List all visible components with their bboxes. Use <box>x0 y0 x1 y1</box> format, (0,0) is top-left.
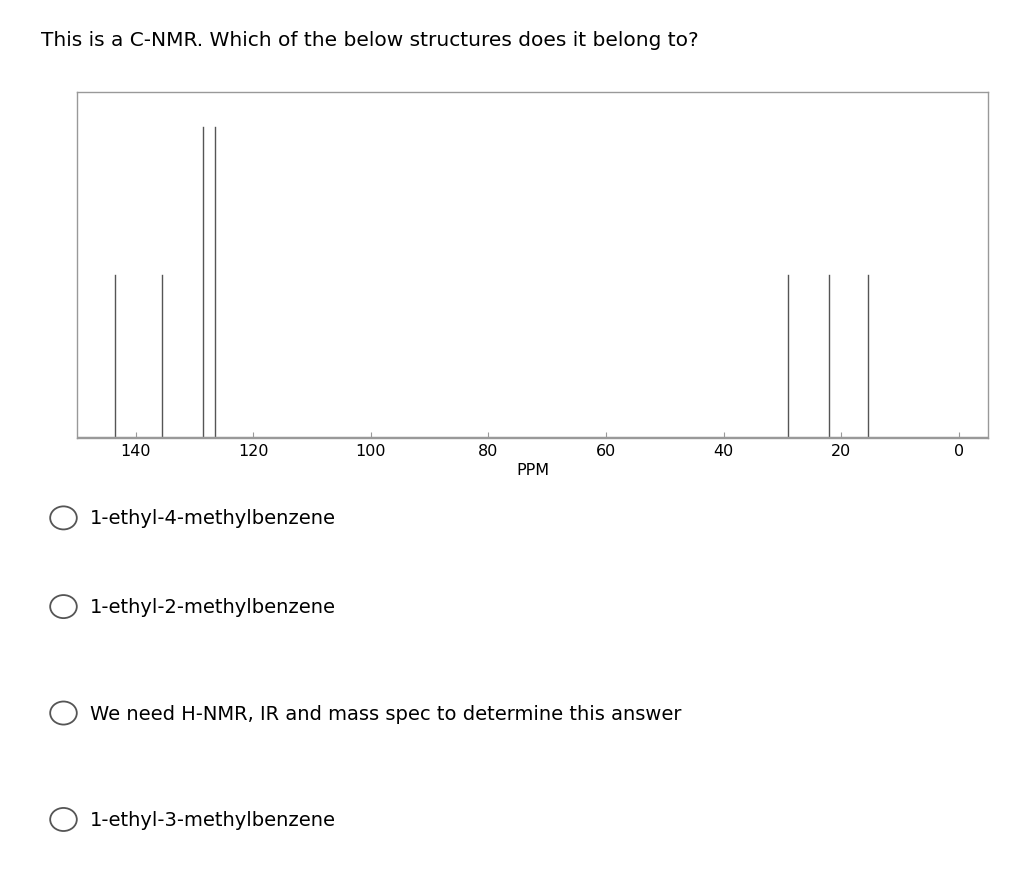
Text: 1-ethyl-2-methylbenzene: 1-ethyl-2-methylbenzene <box>90 597 336 617</box>
Text: We need H-NMR, IR and mass spec to determine this answer: We need H-NMR, IR and mass spec to deter… <box>90 703 682 723</box>
Text: 1-ethyl-3-methylbenzene: 1-ethyl-3-methylbenzene <box>90 810 336 829</box>
Text: This is a C-NMR. Which of the below structures does it belong to?: This is a C-NMR. Which of the below stru… <box>41 31 698 50</box>
Text: 1-ethyl-4-methylbenzene: 1-ethyl-4-methylbenzene <box>90 509 336 528</box>
X-axis label: PPM: PPM <box>516 462 549 478</box>
